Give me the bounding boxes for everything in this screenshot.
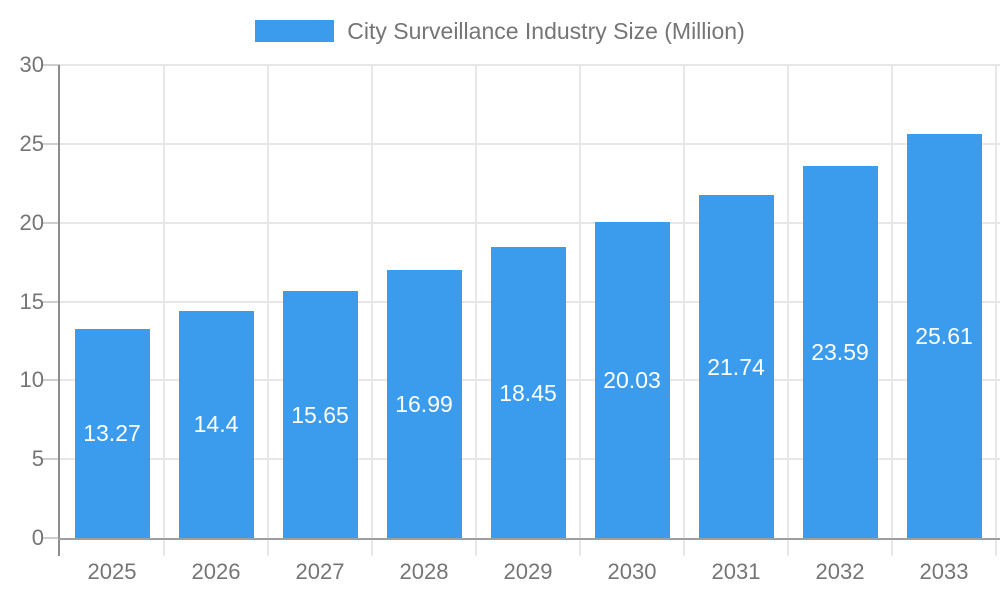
legend-label: City Surveillance Industry Size (Million… [347, 18, 745, 44]
legend-item[interactable]: City Surveillance Industry Size (Million… [255, 18, 745, 44]
y-axis-tick-label: 10 [19, 367, 44, 393]
y-axis-tick-label: 0 [31, 525, 44, 550]
y-axis-tick [42, 537, 60, 539]
bar[interactable]: 18.45 [490, 247, 566, 538]
x-gridline [579, 65, 581, 556]
bar-value-label: 16.99 [395, 391, 453, 418]
x-axis-tick-label: 2025 [87, 559, 137, 584]
x-axis-tick-label: 2030 [607, 559, 657, 584]
bar-value-label: 18.45 [499, 379, 557, 406]
y-axis-tick [42, 379, 60, 382]
bar-value-label: 15.65 [291, 401, 349, 428]
y-gridline [60, 64, 1000, 66]
x-gridline [163, 65, 165, 556]
bar-value-label: 20.03 [603, 367, 661, 394]
bar-value-label: 13.27 [83, 420, 141, 447]
legend-swatch [255, 20, 335, 42]
bar-value-label: 21.74 [707, 353, 765, 380]
x-gridline [787, 65, 789, 556]
chart-legend: City Surveillance Industry Size (Million… [0, 18, 1000, 44]
y-axis-tick-label: 20 [19, 209, 44, 235]
y-axis-tick-label: 15 [19, 288, 44, 314]
y-gridline [60, 142, 1000, 145]
y-axis-tick-label: 30 [19, 52, 44, 77]
bar[interactable]: 13.27 [74, 328, 150, 538]
y-axis-tick [42, 458, 60, 461]
bar[interactable]: 16.99 [386, 270, 462, 538]
x-axis-tick-label: 2032 [815, 559, 865, 584]
bar[interactable]: 23.59 [802, 166, 878, 538]
y-axis-tick [42, 221, 60, 224]
x-gridline [371, 65, 373, 556]
x-axis-tick-label: 2031 [711, 559, 761, 584]
bar[interactable]: 14.4 [178, 310, 254, 538]
bar[interactable]: 25.61 [906, 134, 982, 538]
bar[interactable]: 21.74 [698, 195, 774, 538]
bar-value-label: 14.4 [193, 411, 239, 438]
x-axis-tick-label: 2033 [919, 559, 969, 584]
bar-value-label: 25.61 [915, 323, 973, 350]
x-axis-tick-label: 2026 [191, 559, 241, 584]
y-gridline [60, 221, 1000, 224]
bar-value-label: 23.59 [811, 339, 869, 366]
y-axis-tick [42, 300, 60, 303]
y-axis-line [58, 65, 60, 556]
x-gridline [683, 65, 685, 556]
x-axis-tick-label: 2029 [503, 559, 553, 584]
x-gridline [891, 65, 893, 556]
x-axis-tick-label: 2028 [399, 559, 449, 584]
x-gridline [267, 65, 269, 556]
y-axis-tick-label: 5 [31, 446, 44, 472]
x-gridline [995, 65, 997, 556]
bar[interactable]: 15.65 [282, 291, 358, 538]
x-axis-tick-label: 2027 [295, 559, 345, 584]
y-axis-tick [42, 64, 60, 66]
y-axis-tick [42, 142, 60, 145]
x-gridline [475, 65, 477, 556]
bar[interactable]: 20.03 [594, 222, 670, 538]
x-axis-line [58, 538, 1000, 540]
y-axis-tick-label: 25 [19, 130, 44, 156]
